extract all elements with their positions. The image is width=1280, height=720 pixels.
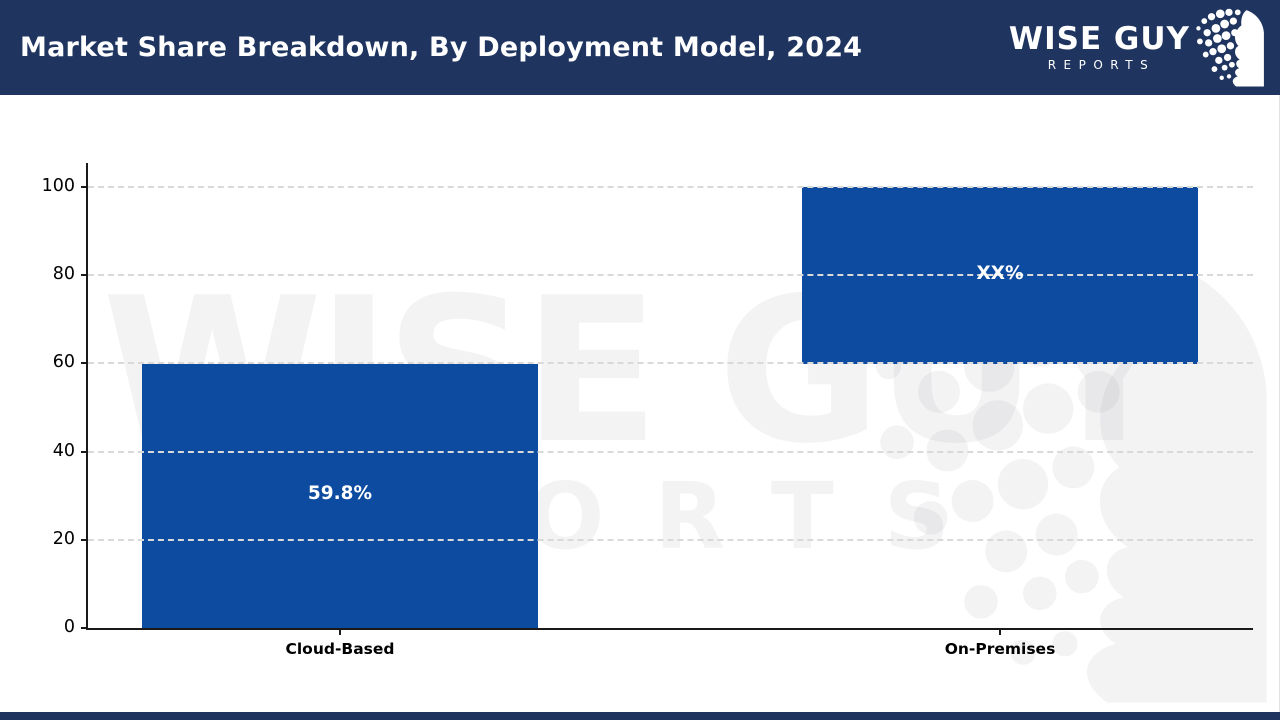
y-axis-tick-label: 0 bbox=[63, 617, 75, 637]
y-axis-tick-label: 40 bbox=[52, 440, 75, 461]
y-axis-tick bbox=[81, 186, 88, 188]
x-category-label: Cloud-Based bbox=[285, 640, 395, 658]
y-axis-tick-label: 60 bbox=[52, 352, 75, 373]
logo-subtitle: REPORTS bbox=[1047, 57, 1156, 72]
y-axis-tick bbox=[81, 450, 88, 453]
footer-bar bbox=[0, 712, 1280, 720]
y-axis-tick-label: 100 bbox=[41, 176, 75, 196]
y-axis-tick-label: 20 bbox=[52, 528, 75, 549]
gridline bbox=[88, 362, 1253, 365]
bar-cloud-based bbox=[142, 364, 538, 628]
logo-wordmark: WISE GUY bbox=[1008, 20, 1190, 57]
y-axis-tick bbox=[81, 274, 88, 277]
bar-value-label: 59.8% bbox=[307, 483, 373, 505]
x-axis-line bbox=[86, 628, 1253, 630]
gridline bbox=[88, 274, 1253, 277]
x-axis-tick bbox=[339, 628, 341, 635]
header-bar: Market Share Breakdown, By Deployment Mo… bbox=[0, 0, 1280, 95]
bar-value-label: XX% bbox=[976, 262, 1024, 284]
page-title: Market Share Breakdown, By Deployment Mo… bbox=[20, 32, 863, 63]
gridline bbox=[88, 538, 1253, 541]
gridline bbox=[88, 450, 1253, 453]
logo-face-icon bbox=[1196, 8, 1264, 87]
x-category-label: On-Premises bbox=[944, 640, 1056, 658]
y-axis-tick-label: 80 bbox=[52, 264, 75, 285]
y-axis-tick bbox=[81, 627, 88, 629]
x-axis-tick bbox=[999, 628, 1001, 635]
wise-guy-reports-logo: WISE GUY REPORTS bbox=[1009, 8, 1280, 88]
y-axis-line bbox=[86, 163, 88, 630]
gridline bbox=[88, 186, 1253, 188]
y-axis-tick bbox=[81, 538, 88, 541]
y-axis-tick bbox=[81, 362, 88, 365]
